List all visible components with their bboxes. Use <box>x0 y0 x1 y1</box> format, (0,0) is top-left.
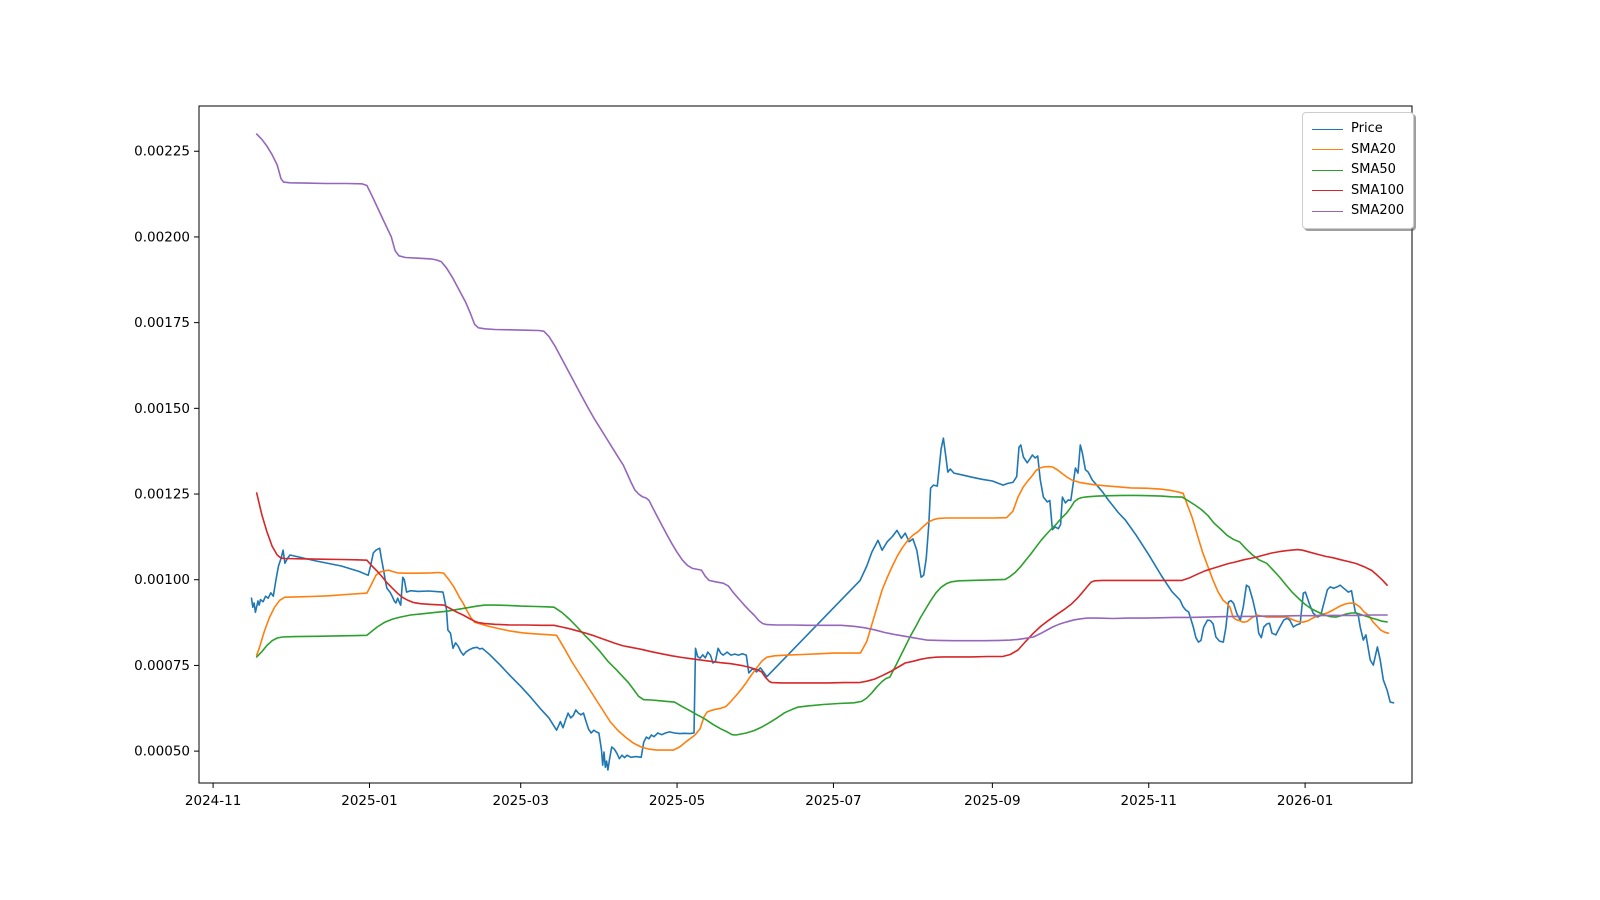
y-tick-label: 0.00175 <box>134 315 190 331</box>
series-line-price <box>250 437 1395 771</box>
y-tick-label: 0.00225 <box>134 144 190 160</box>
legend-label: SMA50 <box>1351 162 1396 178</box>
legend-line-sample-icon <box>1312 190 1343 192</box>
series-line-sma50 <box>255 494 1388 736</box>
legend-item-sma20: SMA20 <box>1312 140 1404 161</box>
series-line-sma200 <box>255 133 1388 642</box>
legend: Price SMA20 SMA50 SMA100 SMA200 <box>1302 112 1415 229</box>
legend-line-sample-icon <box>1312 169 1343 171</box>
y-tick-label: 0.00200 <box>134 229 190 245</box>
legend-label: Price <box>1351 121 1383 137</box>
legend-label: SMA20 <box>1351 141 1396 157</box>
y-tick-label: 0.00150 <box>134 401 190 417</box>
x-tick-label: 2025-11 <box>1121 793 1177 809</box>
series-line-sma100 <box>255 492 1388 684</box>
legend-item-price: Price <box>1312 119 1404 140</box>
legend-line-sample-icon <box>1312 210 1343 212</box>
y-tick-label: 0.00050 <box>134 744 190 760</box>
legend-line-sample-icon <box>1312 128 1343 130</box>
x-tick-label: 2025-09 <box>964 793 1020 809</box>
x-tick-label: 2025-03 <box>493 793 549 809</box>
series-line-sma20 <box>255 465 1390 751</box>
y-tick-label: 0.00100 <box>134 572 190 588</box>
x-tick-label: 2025-05 <box>649 793 705 809</box>
x-tick-label: 2024-11 <box>185 793 241 809</box>
x-tick-label: 2025-01 <box>341 793 397 809</box>
legend-label: SMA100 <box>1351 182 1405 198</box>
legend-item-sma200: SMA200 <box>1312 201 1404 222</box>
x-tick-label: 2025-07 <box>805 793 861 809</box>
y-tick-label: 0.00075 <box>134 658 190 674</box>
plot-border <box>198 105 1413 784</box>
y-tick-label: 0.00125 <box>134 487 190 503</box>
legend-label: SMA200 <box>1351 203 1405 219</box>
legend-line-sample-icon <box>1312 149 1343 151</box>
legend-item-sma100: SMA100 <box>1312 181 1404 202</box>
legend-item-sma50: SMA50 <box>1312 160 1404 181</box>
x-tick-label: 2026-01 <box>1277 793 1333 809</box>
